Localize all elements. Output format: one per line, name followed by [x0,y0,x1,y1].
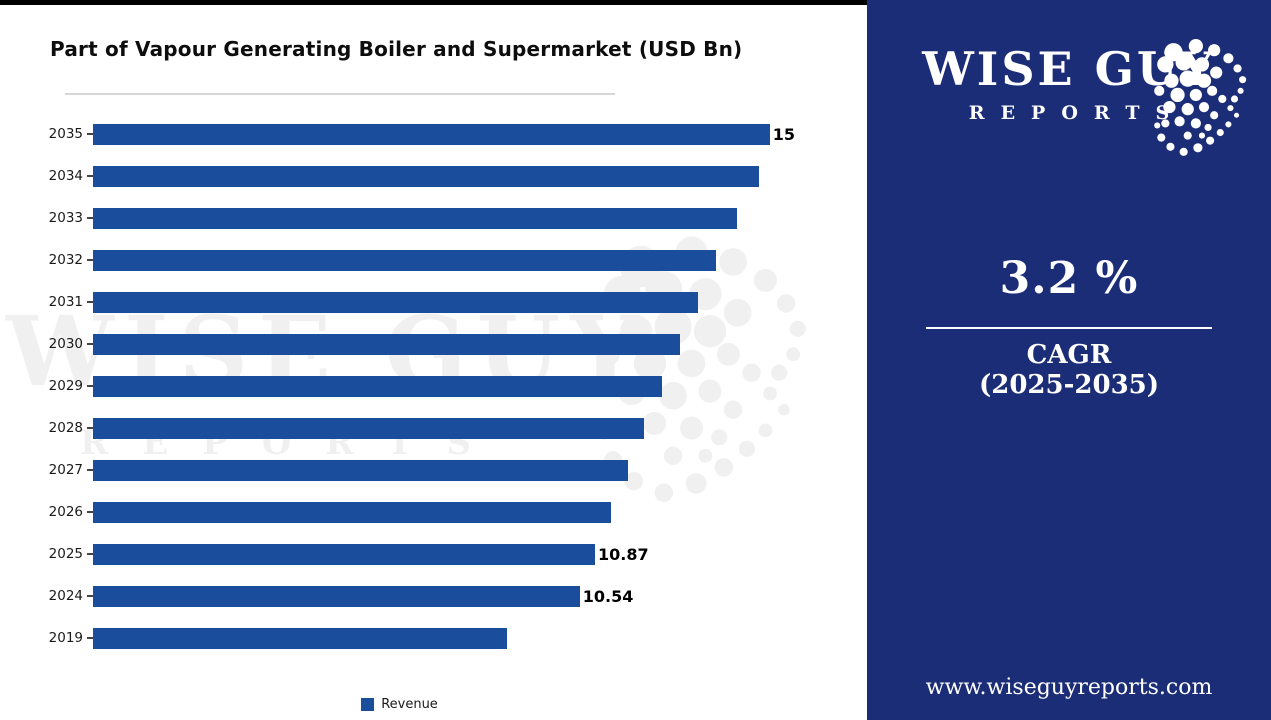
year-axis-label: 2025 [48,546,83,562]
year-axis-label: 2034 [48,168,83,184]
axis-tick [87,133,93,135]
axis-tick [87,343,93,345]
bar-track: 10.54 [93,575,795,617]
logo-text-wise-guy: WISE GUY [922,42,1216,96]
year-axis-label: 2033 [48,210,83,226]
revenue-bar [93,585,580,607]
bar-row: 2033 [35,197,795,239]
cagr-period: (2025-2035) [978,370,1160,400]
bar-track [93,323,795,365]
year-axis-label: 2019 [48,630,83,646]
bar-value-label: 10.87 [598,544,649,564]
brand-panel: WISE GUY REPORTS [867,0,1271,720]
bar-track [93,617,795,659]
axis-tick [87,637,93,639]
legend-swatch-revenue [361,698,375,711]
axis-tick [87,595,93,597]
cagr-value: 3.2 % [999,253,1139,304]
revenue-bar [93,375,662,397]
wiseguy-logo: WISE GUY REPORTS [867,39,1271,156]
website-link[interactable]: www.wiseguyreports.com [925,675,1213,700]
year-axis-label: 2027 [48,462,83,478]
axis-tick [87,175,93,177]
bar-track [93,491,795,533]
revenue-bar [93,165,760,187]
revenue-bar [93,501,612,523]
revenue-bar [93,627,508,649]
axis-tick [87,385,93,387]
axis-tick [87,259,93,261]
legend-label-revenue: Revenue [381,697,438,712]
year-axis-label: 2029 [48,378,83,394]
cagr-divider [926,327,1212,329]
chart-panel: WISE GUY REPORTS [0,0,867,712]
axis-tick [87,301,93,303]
axis-tick [87,553,93,555]
bar-row: 2034 [35,155,795,197]
bar-track [93,407,795,449]
logo-text-reports: REPORTS [968,102,1186,124]
bar-track: 15 [93,113,795,155]
logo-head-icon [1154,39,1247,156]
bar-chart: 2035 15 2034 2033 2032 2031 2030 2029 2028 2027 20… [35,113,795,659]
year-axis-label: 2035 [48,126,83,142]
bar-track [93,281,795,323]
title-divider [65,93,615,95]
bar-row: 2030 [35,323,795,365]
bar-value-label: 15 [772,124,795,144]
bar-row: 2024 10.54 [35,575,795,617]
bar-row: 2032 [35,239,795,281]
revenue-bar [93,249,717,271]
axis-tick [87,511,93,513]
revenue-bar [93,333,680,355]
revenue-bar [93,291,698,313]
bar-row: 2025 10.87 [35,533,795,575]
axis-tick [87,427,93,429]
bar-row: 2035 15 [35,113,795,155]
bar-value-label: 10.54 [582,586,634,606]
axis-tick [87,217,93,219]
bar-row: 2019 [35,617,795,659]
bar-track [93,197,795,239]
year-axis-label: 2028 [48,420,83,436]
revenue-bar [93,543,596,565]
bar-track [93,155,795,197]
bar-track: 10.87 [93,533,795,575]
legend: Revenue [0,697,833,712]
bar-row: 2027 [35,449,795,491]
bar-row: 2028 [35,407,795,449]
chart-title: Part of Vapour Generating Boiler and Sup… [50,37,743,61]
cagr-label: CAGR [1026,340,1112,370]
bar-row: 2031 [35,281,795,323]
revenue-bar [93,459,628,481]
year-axis-label: 2030 [48,336,83,352]
year-axis-label: 2032 [48,252,83,268]
revenue-bar [93,417,644,439]
year-axis-label: 2026 [48,504,83,520]
year-axis-label: 2031 [48,294,83,310]
bar-track [93,449,795,491]
axis-tick [87,469,93,471]
revenue-bar [93,123,770,145]
revenue-bar [93,207,738,229]
bar-track [93,365,795,407]
bar-track [93,239,795,281]
year-axis-label: 2024 [48,588,83,604]
bar-row: 2026 [35,491,795,533]
bar-row: 2029 [35,365,795,407]
